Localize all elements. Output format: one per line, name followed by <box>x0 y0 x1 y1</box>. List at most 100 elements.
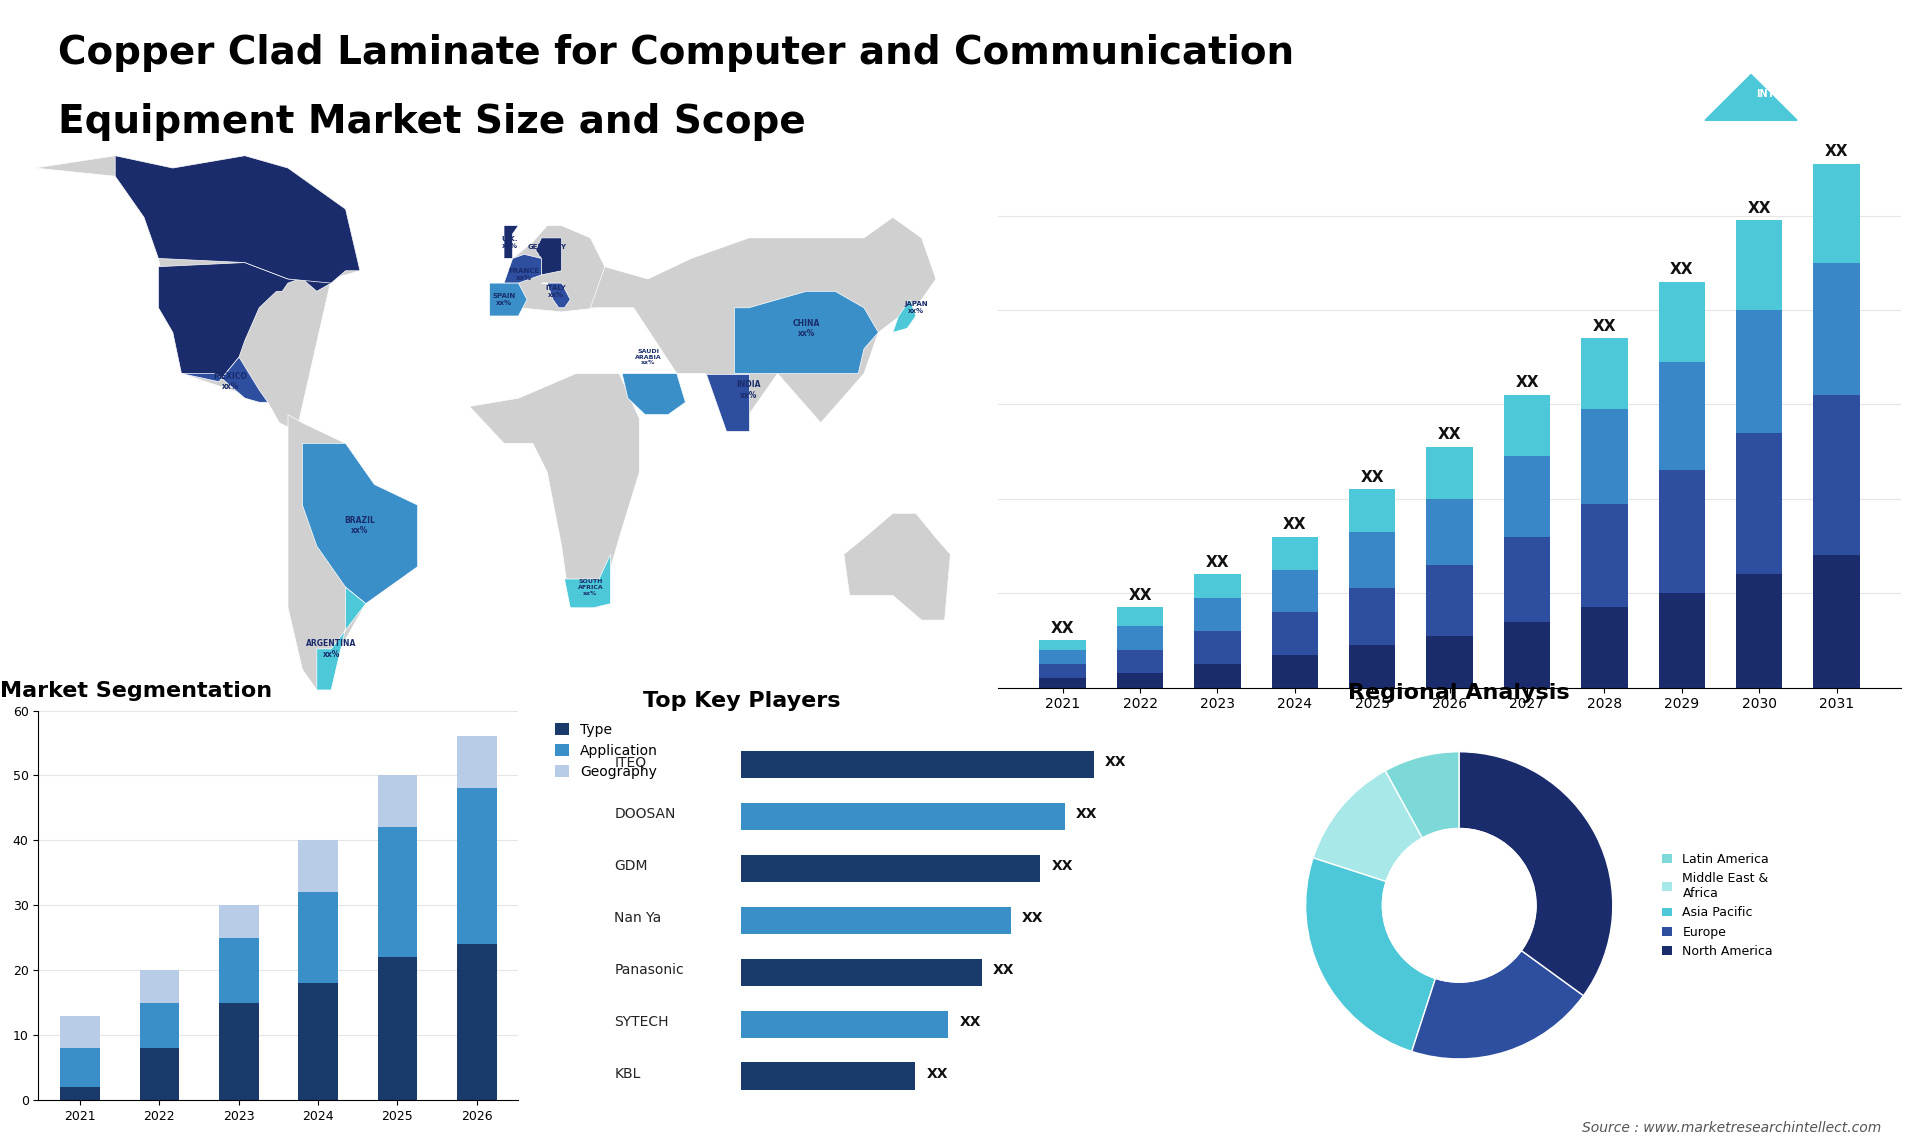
Bar <box>1039 678 1087 688</box>
Polygon shape <box>490 283 526 316</box>
Polygon shape <box>317 587 367 690</box>
Bar <box>1812 164 1860 262</box>
Text: Copper Clad Laminate for Computer and Communication: Copper Clad Laminate for Computer and Co… <box>58 34 1294 72</box>
Bar <box>741 906 1010 934</box>
Bar <box>1194 574 1240 598</box>
Legend: Type, Application, Geography: Type, Application, Geography <box>549 717 662 785</box>
Bar <box>741 958 981 986</box>
Bar <box>1503 621 1549 688</box>
Text: BRAZIL
xx%: BRAZIL xx% <box>344 516 376 535</box>
Bar <box>1582 409 1628 503</box>
Bar <box>1812 395 1860 556</box>
Text: SAUDI
ARABIA
xx%: SAUDI ARABIA xx% <box>636 348 660 366</box>
Title: Regional Analysis: Regional Analysis <box>1348 683 1571 704</box>
Bar <box>1117 650 1164 674</box>
Polygon shape <box>35 156 361 431</box>
Text: ITALY
xx%: ITALY xx% <box>545 285 566 298</box>
Bar <box>1039 650 1087 664</box>
Bar <box>1271 654 1317 688</box>
Bar <box>60 1049 100 1088</box>
Text: SOUTH
AFRICA
xx%: SOUTH AFRICA xx% <box>578 579 603 596</box>
Bar <box>457 944 497 1100</box>
Wedge shape <box>1306 858 1436 1051</box>
Text: XX: XX <box>1592 319 1617 333</box>
Text: XX: XX <box>1283 517 1308 532</box>
Bar <box>1659 362 1705 471</box>
Text: XX: XX <box>1670 262 1693 277</box>
Text: CANADA
xx%: CANADA xx% <box>196 199 236 219</box>
Bar <box>1582 607 1628 688</box>
Text: RESEARCH: RESEARCH <box>1757 66 1814 77</box>
Bar <box>1812 556 1860 688</box>
Wedge shape <box>1384 752 1459 838</box>
Bar <box>1427 636 1473 688</box>
Text: XX: XX <box>1438 427 1461 442</box>
Circle shape <box>1382 829 1536 982</box>
Bar <box>1271 612 1317 654</box>
Bar <box>219 905 259 937</box>
Bar <box>60 1015 100 1049</box>
Bar <box>741 802 1064 830</box>
Bar <box>298 893 338 983</box>
Bar <box>1271 536 1317 570</box>
Bar <box>741 855 1041 882</box>
Bar <box>1427 565 1473 636</box>
Polygon shape <box>157 262 332 382</box>
Wedge shape <box>1411 950 1584 1059</box>
Text: Market Segmentation: Market Segmentation <box>0 681 273 700</box>
Bar <box>378 827 417 957</box>
Bar <box>219 937 259 1003</box>
Polygon shape <box>845 513 950 620</box>
Text: Source : www.marketresearchintellect.com: Source : www.marketresearchintellect.com <box>1582 1121 1882 1135</box>
Polygon shape <box>470 374 639 607</box>
Text: XX: XX <box>960 1015 981 1029</box>
Text: JAPAN
xx%: JAPAN xx% <box>904 301 927 314</box>
Bar <box>1659 471 1705 594</box>
Text: XX: XX <box>1075 808 1098 822</box>
Bar <box>1503 456 1549 536</box>
Text: KBL: KBL <box>614 1067 641 1081</box>
Bar <box>1736 574 1782 688</box>
Bar <box>1427 447 1473 499</box>
Bar <box>140 971 179 1003</box>
Polygon shape <box>1705 74 1797 120</box>
Polygon shape <box>288 415 419 690</box>
Text: U.K.
xx%: U.K. xx% <box>501 236 518 249</box>
Bar <box>1427 499 1473 565</box>
Bar <box>1582 338 1628 409</box>
Bar <box>1503 395 1549 456</box>
Text: ARGENTINA
xx%: ARGENTINA xx% <box>305 639 357 659</box>
Polygon shape <box>541 283 570 308</box>
Polygon shape <box>893 299 916 332</box>
Bar <box>457 788 497 944</box>
Bar <box>298 983 338 1100</box>
Polygon shape <box>564 555 611 607</box>
Text: INDIA
xx%: INDIA xx% <box>737 380 760 400</box>
Bar <box>1271 570 1317 612</box>
Bar <box>1659 282 1705 362</box>
Bar <box>60 1088 100 1100</box>
Bar <box>1736 433 1782 574</box>
Text: XX: XX <box>1106 755 1127 769</box>
Bar <box>378 776 417 827</box>
Text: DOOSAN: DOOSAN <box>614 808 676 822</box>
Bar <box>298 840 338 893</box>
Polygon shape <box>115 156 361 283</box>
Text: XX: XX <box>993 964 1014 978</box>
Bar <box>457 737 497 788</box>
Text: XX: XX <box>927 1067 948 1081</box>
Text: ITEQ: ITEQ <box>614 755 647 769</box>
Bar <box>1117 607 1164 626</box>
Text: CHINA
xx%: CHINA xx% <box>793 319 820 338</box>
Text: GERMANY
xx%: GERMANY xx% <box>528 244 566 257</box>
Bar <box>1350 532 1396 589</box>
Text: XX: XX <box>1021 911 1044 925</box>
Bar <box>1194 664 1240 688</box>
Text: MARKET: MARKET <box>1763 44 1809 54</box>
Bar <box>1350 589 1396 645</box>
Text: SPAIN
xx%: SPAIN xx% <box>492 293 516 306</box>
Text: XX: XX <box>1050 621 1075 636</box>
Bar <box>378 957 417 1100</box>
Text: SYTECH: SYTECH <box>614 1015 668 1029</box>
Bar <box>1350 645 1396 688</box>
